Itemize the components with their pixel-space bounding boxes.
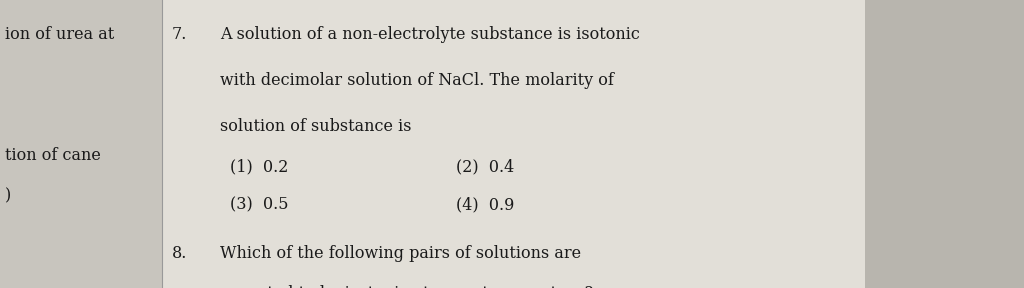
Text: 8.: 8.: [172, 245, 187, 262]
Text: with decimolar solution of NaCl. The molarity of: with decimolar solution of NaCl. The mol…: [220, 72, 614, 89]
Text: expected to be isotonic at same temperature?: expected to be isotonic at same temperat…: [220, 285, 594, 288]
Text: tion of cane: tion of cane: [5, 147, 101, 164]
Text: 7.: 7.: [172, 26, 187, 43]
Text: (3)  0.5: (3) 0.5: [230, 196, 289, 213]
Text: (4)  0.9: (4) 0.9: [456, 196, 514, 213]
Bar: [0, 0, 162, 288]
Text: (1)  0.2: (1) 0.2: [230, 158, 289, 176]
Text: Which of the following pairs of solutions are: Which of the following pairs of solution…: [220, 245, 582, 262]
Text: (2)  0.4: (2) 0.4: [456, 158, 514, 176]
Text: solution of substance is: solution of substance is: [220, 118, 412, 135]
Text: ): ): [5, 187, 11, 204]
Text: A solution of a non-electrolyte substance is isotonic: A solution of a non-electrolyte substanc…: [220, 26, 640, 43]
Bar: [865, 0, 1024, 288]
Text: ion of urea at: ion of urea at: [5, 26, 115, 43]
